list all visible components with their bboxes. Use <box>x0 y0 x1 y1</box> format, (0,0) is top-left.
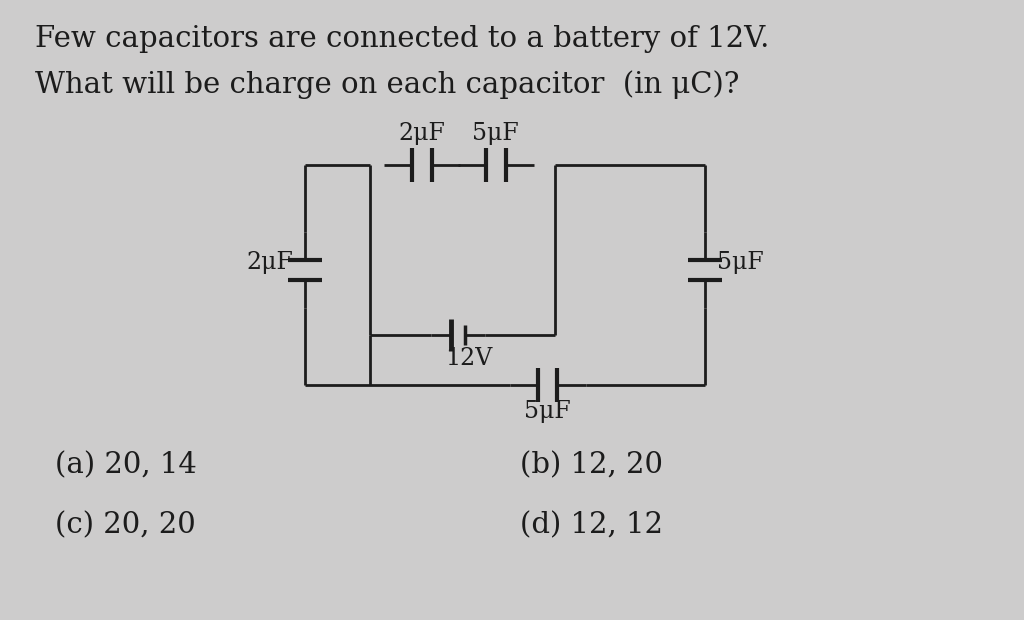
Text: 5μF: 5μF <box>472 122 519 145</box>
Text: (d) 12, 12: (d) 12, 12 <box>520 511 663 539</box>
Text: (a) 20, 14: (a) 20, 14 <box>55 451 197 479</box>
Text: (b) 12, 20: (b) 12, 20 <box>520 451 663 479</box>
Text: 12V: 12V <box>445 347 493 370</box>
Text: (c) 20, 20: (c) 20, 20 <box>55 511 196 539</box>
Text: Few capacitors are connected to a battery of 12V.: Few capacitors are connected to a batter… <box>35 25 769 53</box>
Text: What will be charge on each capacitor  (in μC)?: What will be charge on each capacitor (i… <box>35 70 739 99</box>
Text: 5μF: 5μF <box>524 400 570 423</box>
Text: 2μF: 2μF <box>246 250 293 273</box>
Text: 5μF: 5μF <box>717 250 764 273</box>
Text: 2μF: 2μF <box>398 122 445 145</box>
